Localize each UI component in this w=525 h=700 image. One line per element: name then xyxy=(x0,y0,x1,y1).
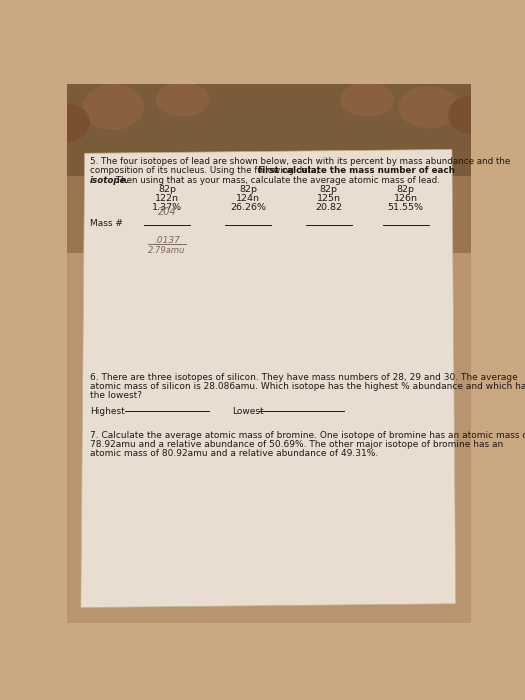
Text: 82p: 82p xyxy=(320,185,338,194)
Text: 82p: 82p xyxy=(239,185,257,194)
Text: 82p: 82p xyxy=(158,185,176,194)
Text: 122n: 122n xyxy=(155,194,179,203)
Text: Mass #: Mass # xyxy=(90,218,123,228)
Text: isotope.: isotope. xyxy=(90,176,130,185)
Text: 51.55%: 51.55% xyxy=(388,203,424,212)
Ellipse shape xyxy=(398,86,460,128)
Text: 7. Calculate the average atomic mass of bromine. One isotope of bromine has an a: 7. Calculate the average atomic mass of … xyxy=(90,430,525,440)
Text: atomic mass of 80.92amu and a relative abundance of 49.31%.: atomic mass of 80.92amu and a relative a… xyxy=(90,449,379,458)
Text: the lowest?: the lowest? xyxy=(90,391,142,400)
Text: Then using that as your mass, calculate the average atomic mass of lead.: Then using that as your mass, calculate … xyxy=(113,176,440,185)
Bar xyxy=(67,176,471,253)
Text: 124n: 124n xyxy=(236,194,260,203)
Text: 26.26%: 26.26% xyxy=(230,203,266,212)
Text: composition of its nucleus. Using the following data,: composition of its nucleus. Using the fo… xyxy=(90,167,322,176)
Text: 126n: 126n xyxy=(394,194,418,203)
Ellipse shape xyxy=(82,84,144,130)
Ellipse shape xyxy=(44,103,90,141)
Text: 2.79amu: 2.79amu xyxy=(149,246,186,256)
Text: 20.82: 20.82 xyxy=(315,203,342,212)
Text: 78.92amu and a relative abundance of 50.69%. The other major isotope of bromine : 78.92amu and a relative abundance of 50.… xyxy=(90,440,503,449)
Ellipse shape xyxy=(155,82,209,117)
Text: 125n: 125n xyxy=(317,194,341,203)
Bar xyxy=(67,253,471,623)
Text: atomic mass of silicon is 28.086amu. Which isotope has the highest % abundance a: atomic mass of silicon is 28.086amu. Whi… xyxy=(90,382,525,391)
Text: 6. There are three isotopes of silicon. They have mass numbers of 28, 29 and 30.: 6. There are three isotopes of silicon. … xyxy=(90,372,518,382)
Text: .0137: .0137 xyxy=(154,236,180,245)
Text: 82p: 82p xyxy=(397,185,415,194)
Text: Lowest: Lowest xyxy=(233,407,264,416)
Polygon shape xyxy=(81,150,456,608)
Text: first calculate the mass number of each: first calculate the mass number of each xyxy=(258,167,455,176)
Text: 1.37%: 1.37% xyxy=(152,203,182,212)
Text: Highest: Highest xyxy=(90,407,125,416)
Ellipse shape xyxy=(448,96,495,134)
Bar xyxy=(67,84,471,176)
Ellipse shape xyxy=(340,82,394,117)
Text: 204: 204 xyxy=(158,207,176,217)
Text: 5. The four isotopes of lead are shown below, each with its percent by mass abun: 5. The four isotopes of lead are shown b… xyxy=(90,157,510,166)
